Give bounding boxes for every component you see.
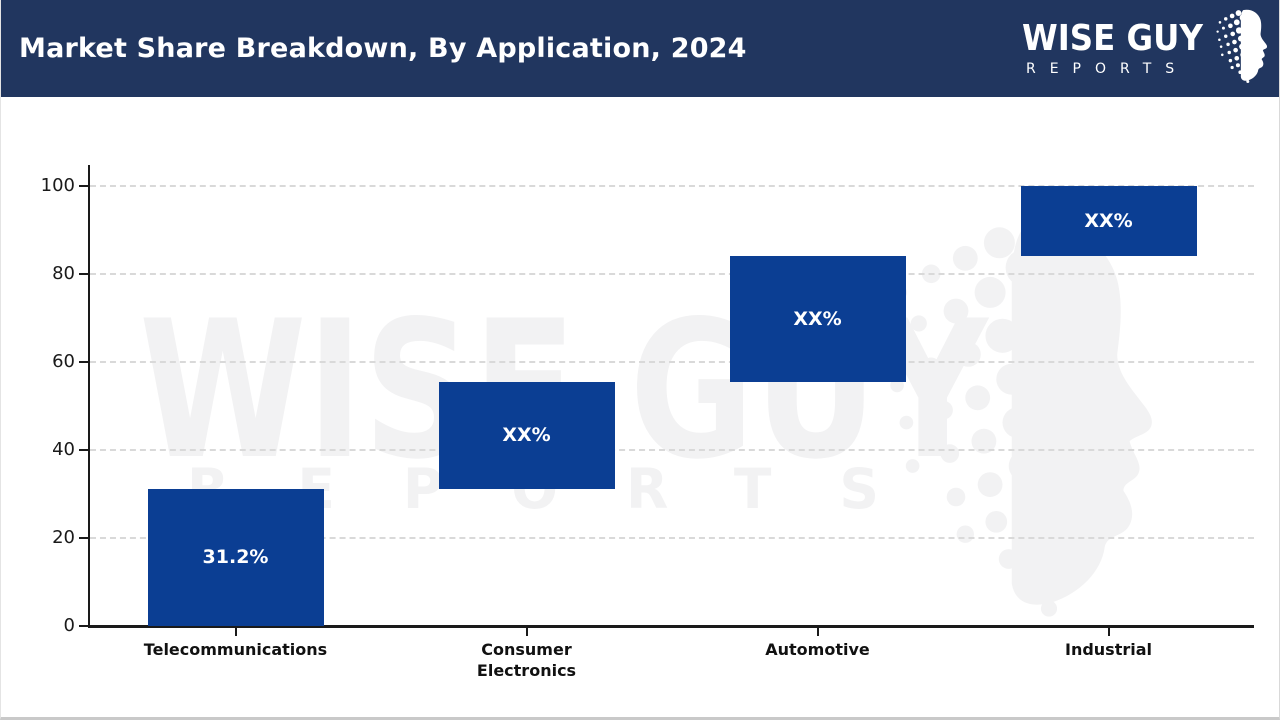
logo-wordmark: WISE GUY [1021,17,1203,59]
y-tick-label: 20 [52,527,75,548]
x-tick-mark [234,628,237,636]
grid-line [90,273,1254,275]
y-tick-label: 40 [52,439,75,460]
brand-logo: WISE GUY REPORTS [1022,8,1271,90]
y-tick-label: 100 [40,175,75,196]
bar: XX% [1020,186,1197,257]
watermark-face-icon [863,218,1173,652]
bar: XX% [729,256,906,383]
bar: 31.2% [147,488,324,626]
x-tick-mark [1107,628,1110,636]
x-tick-label: Consumer Electronics [476,640,577,680]
bar-value-label: 31.2% [202,546,269,569]
grid-line [90,361,1254,363]
x-tick-mark [525,628,528,636]
y-tick-mark [79,361,88,363]
y-tick-mark [79,449,88,451]
y-tick-mark [79,537,88,539]
bar-value-label: XX% [793,308,842,331]
y-tick-label: 80 [52,263,75,284]
logo-subtext: REPORTS [1025,60,1189,77]
y-tick-mark [79,273,88,275]
y-axis-spine [88,165,90,628]
y-tick-mark [79,625,88,627]
header-bar: Market Share Breakdown, By Application, … [1,0,1279,97]
bar-value-label: XX% [502,424,551,447]
x-tick-label: Telecommunications [143,640,328,659]
grid-line [90,537,1254,539]
chart-title: Market Share Breakdown, By Application, … [19,33,747,64]
y-tick-mark [79,185,88,187]
y-tick-label: 60 [52,351,75,372]
bar: XX% [438,382,615,489]
y-tick-label: 0 [63,615,75,636]
grid-line [90,449,1254,451]
bar-value-label: XX% [1084,210,1133,233]
x-tick-label: Automotive [765,640,870,659]
x-axis-spine [88,625,1254,628]
x-tick-label: Industrial [1064,640,1152,659]
x-tick-mark [816,628,819,636]
grid-line [90,185,1254,187]
